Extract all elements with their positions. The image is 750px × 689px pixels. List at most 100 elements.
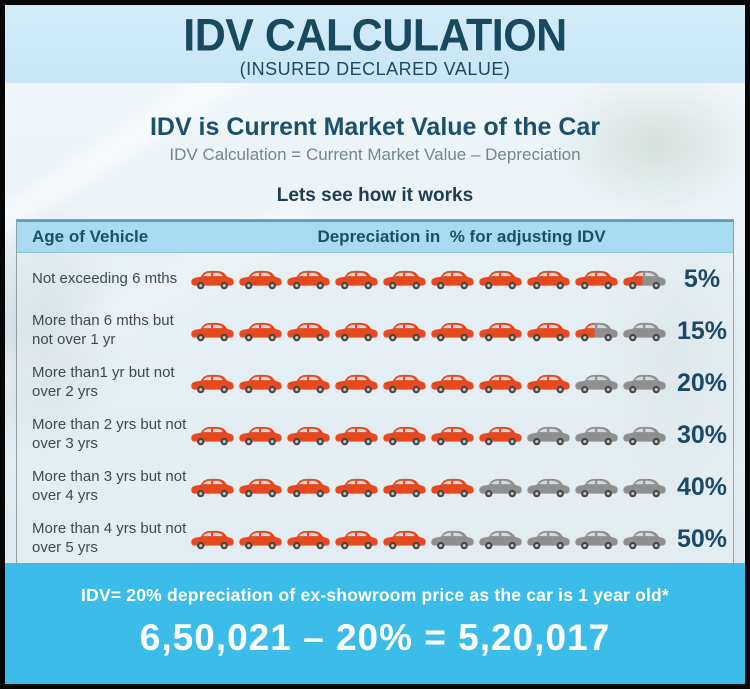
car-icon-orange (239, 322, 282, 342)
car-pictogram (190, 476, 671, 498)
car-icon-gray (575, 426, 618, 446)
car-icon-orange (239, 426, 282, 446)
car-pictogram (190, 320, 671, 342)
car-icon-orange (431, 426, 474, 446)
depreciation-percent: 50% (676, 524, 728, 553)
car-icon-gray (527, 478, 570, 498)
col-header-depreciation: Depreciation in % for adjusting IDV (317, 227, 606, 246)
vehicle-age-label: More than 2 yrs but not over 3 yrs (32, 416, 187, 452)
car-icon-gray (623, 322, 666, 342)
car-icon-orange (383, 270, 426, 290)
car-icon-orange (479, 322, 522, 342)
footer-band: IDV= 20% depreciation of ex-showroom pri… (5, 563, 745, 684)
car-icon-half (575, 322, 618, 342)
car-pictogram (190, 424, 671, 446)
depreciation-percent: 15% (676, 316, 728, 345)
car-icon-gray (575, 478, 618, 498)
car-icon-orange (383, 478, 426, 498)
car-icon-orange (191, 426, 234, 446)
car-icon-gray (575, 374, 618, 394)
car-icon-orange (287, 530, 330, 550)
car-icon-orange (527, 322, 570, 342)
car-icon-orange (335, 530, 378, 550)
car-icon-half (623, 270, 666, 290)
car-icon-gray (623, 478, 666, 498)
table-row: More than 4 yrs but not over 5 yrs 50% (17, 513, 733, 565)
header-band: IDV CALCULATION (INSURED DECLARED VALUE) (5, 5, 745, 83)
car-pictogram (190, 528, 671, 550)
car-icon-orange (335, 478, 378, 498)
footer-calculation: 6,50,021 – 20% = 5,20,017 (139, 617, 611, 658)
car-icon-orange (575, 270, 618, 290)
depreciation-percent: 40% (676, 472, 728, 501)
table-body: Not exceeding 6 mths 5% More than 6 mths b… (17, 253, 733, 565)
car-icon-orange (191, 530, 234, 550)
table-row: More than 2 yrs but not over 3 yrs 30% (17, 409, 733, 461)
car-icon-orange (479, 374, 522, 394)
car-icon-orange (239, 374, 282, 394)
car-pictogram (190, 372, 671, 394)
car-icon-gray (479, 478, 522, 498)
main-section: IDV is Current Market Value of the Car I… (5, 83, 745, 565)
car-pictogram (190, 268, 671, 290)
vehicle-age-label: Not exceeding 6 mths (32, 269, 178, 287)
car-icon-orange (383, 374, 426, 394)
car-icon-orange (287, 270, 330, 290)
car-icon-orange (239, 530, 282, 550)
car-icon-gray (527, 426, 570, 446)
car-icon-orange (431, 270, 474, 290)
page-title: IDV CALCULATION (183, 10, 567, 62)
car-icon-gray (479, 530, 522, 550)
car-icon-orange (191, 374, 234, 394)
car-icon-orange (191, 270, 234, 290)
car-icon-orange (479, 426, 522, 446)
car-icon-orange (191, 322, 234, 342)
vehicle-age-label: More than 4 yrs but not over 5 yrs (32, 520, 187, 556)
car-icon-gray (623, 426, 666, 446)
intro-formula: IDV Calculation = Current Market Value –… (169, 145, 581, 164)
depreciation-percent: 20% (676, 368, 728, 397)
lead-in-text: Lets see how it works (276, 185, 474, 206)
car-icon-orange (335, 322, 378, 342)
car-icon-orange (527, 270, 570, 290)
car-icon-gray (575, 530, 618, 550)
car-icon-orange (383, 426, 426, 446)
car-icon-orange (479, 270, 522, 290)
car-icon-orange (287, 426, 330, 446)
footer-note: IDV= 20% depreciation of ex-showroom pri… (81, 585, 669, 605)
car-icon-orange (527, 374, 570, 394)
table-row: More than 6 mths but not over 1 yr 15% (17, 305, 733, 357)
car-icon-orange (335, 270, 378, 290)
depreciation-percent: 5% (683, 264, 721, 293)
depreciation-percent: 30% (676, 420, 728, 449)
car-icon-orange (287, 478, 330, 498)
car-icon-orange (239, 478, 282, 498)
table-row: More than 3 yrs but not over 4 yrs 40% (17, 461, 733, 513)
car-icon-gray (431, 530, 474, 550)
vehicle-age-label: More than 3 yrs but not over 4 yrs (32, 468, 187, 504)
table-header-row: Age of Vehicle Depreciation in % for adj… (17, 220, 733, 253)
page-subtitle: (INSURED DECLARED VALUE) (239, 59, 511, 79)
car-icon-orange (383, 530, 426, 550)
depreciation-table: Age of Vehicle Depreciation in % for adj… (16, 219, 734, 565)
vehicle-age-label: More than 6 mths but not over 1 yr (32, 312, 174, 348)
car-icon-orange (383, 322, 426, 342)
car-icon-orange (287, 322, 330, 342)
col-header-age-of-vehicle: Age of Vehicle (32, 227, 149, 246)
car-icon-gray (623, 530, 666, 550)
intro-heading: IDV is Current Market Value of the Car (149, 113, 601, 141)
table-row: More than1 yr but not over 2 yrs 20% (17, 357, 733, 409)
car-icon-gray (623, 374, 666, 394)
car-icon-orange (335, 374, 378, 394)
car-icon-orange (191, 478, 234, 498)
car-icon-orange (335, 426, 378, 446)
table-row: Not exceeding 6 mths 5% (17, 253, 733, 305)
vehicle-age-label: More than1 yr but not over 2 yrs (32, 364, 175, 400)
car-icon-gray (527, 530, 570, 550)
car-icon-orange (431, 478, 474, 498)
car-icon-orange (239, 270, 282, 290)
car-icon-orange (431, 374, 474, 394)
car-icon-orange (287, 374, 330, 394)
car-icon-orange (431, 322, 474, 342)
